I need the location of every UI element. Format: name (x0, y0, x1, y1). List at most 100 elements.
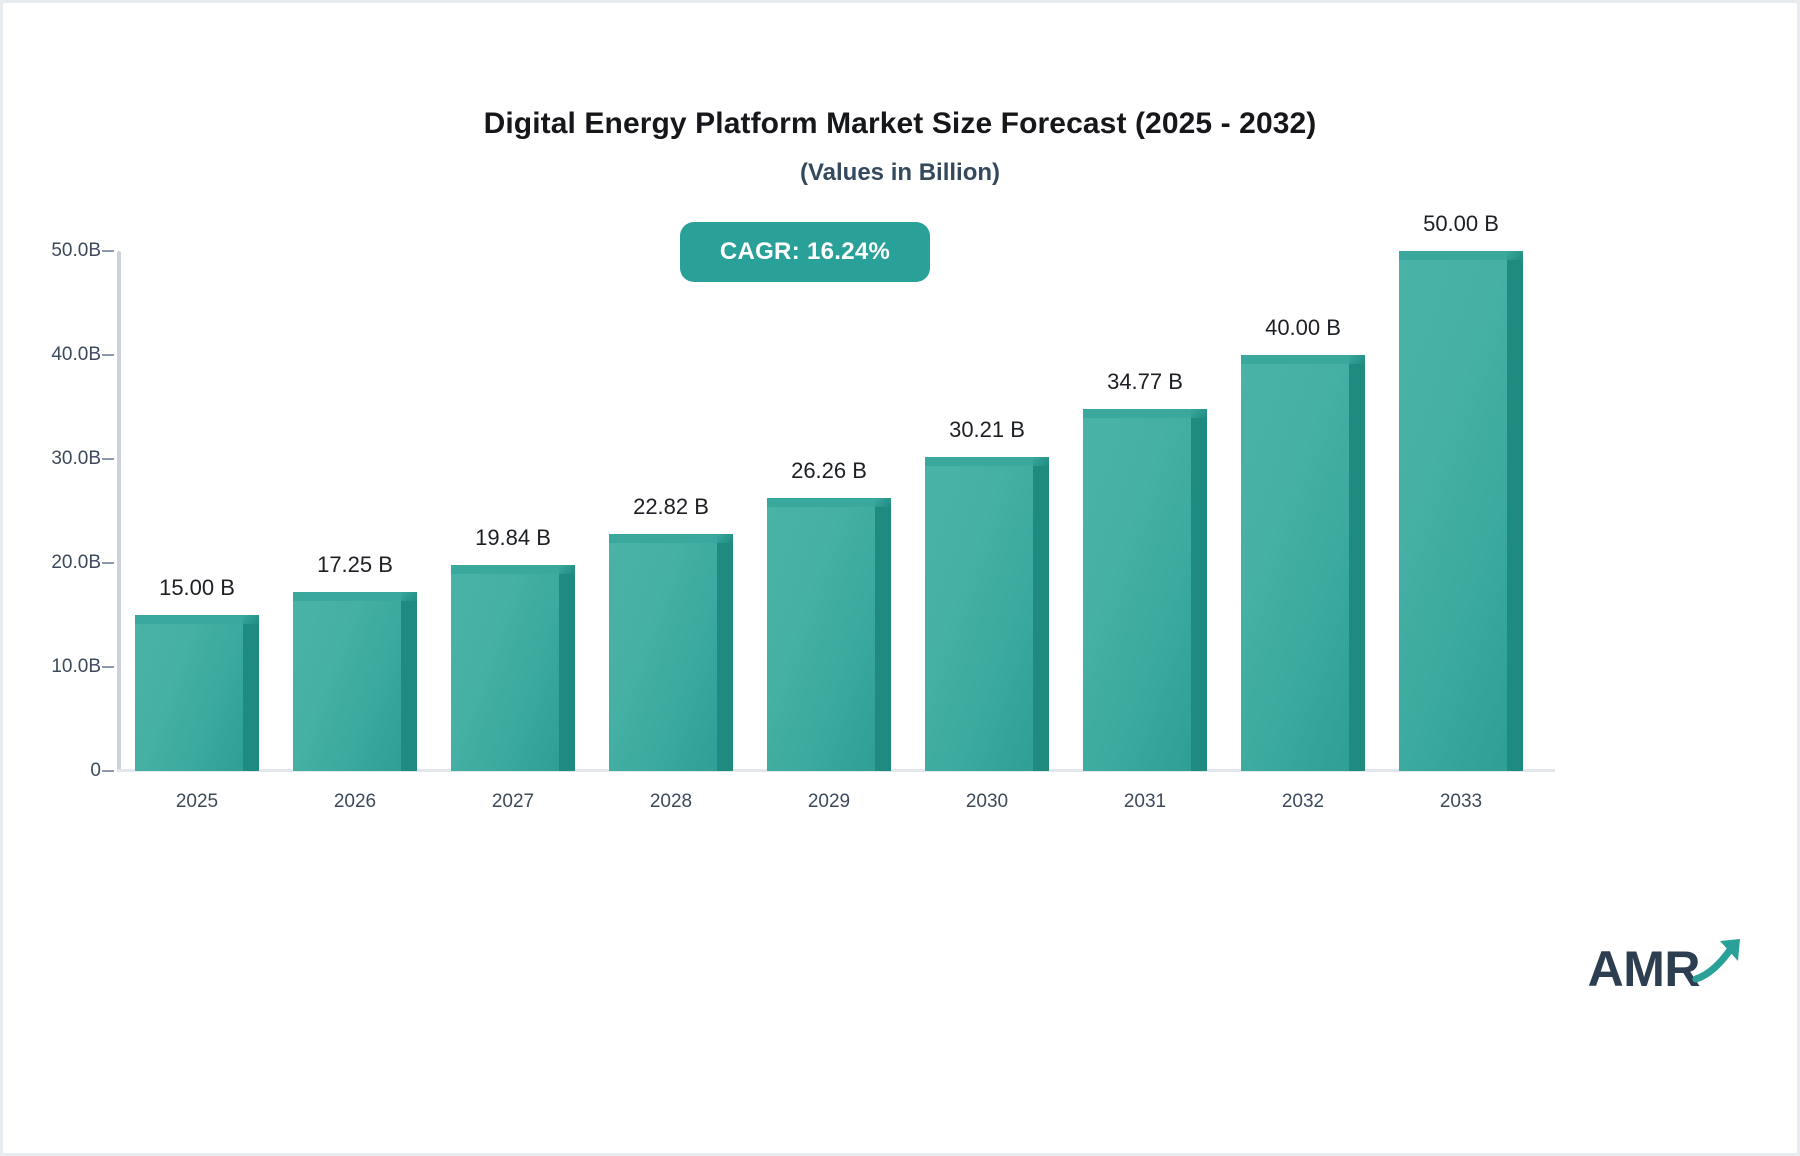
bar-face[interactable] (609, 533, 717, 771)
amr-logo: AMR (1588, 934, 1748, 994)
bar-top-face (767, 497, 875, 507)
bar-top-bevel (717, 533, 733, 543)
bar-value-label: 22.82 B (633, 493, 709, 519)
x-axis-tick-label: 2029 (807, 791, 851, 812)
y-axis-tick: 20.0B (0, 552, 117, 573)
bar-column[interactable]: 17.25 B (293, 532, 417, 771)
bar-top-bevel (401, 591, 417, 601)
y-axis-tick-mark (102, 250, 114, 252)
y-axis-tick: 50.0B (0, 240, 117, 261)
y-axis-line (117, 251, 121, 771)
bar-face[interactable] (451, 564, 559, 771)
x-axis-tick: 2030 (925, 769, 1049, 812)
y-axis-tick-mark (102, 666, 114, 668)
bar-top-face (1399, 251, 1507, 260)
bar-top-bevel (875, 497, 891, 507)
x-axis-tick: 2028 (609, 769, 733, 812)
bar-face[interactable] (135, 615, 243, 771)
bar-face[interactable] (1241, 355, 1349, 771)
bar-column[interactable]: 15.00 B (135, 555, 259, 771)
card-border-bottom (0, 1153, 1800, 1156)
bar-face[interactable] (1083, 409, 1191, 771)
bar-value-label: 17.25 B (317, 551, 393, 577)
x-axis-tick: 2026 (293, 769, 417, 812)
y-axis-tick-label: 0 (90, 760, 101, 781)
y-axis-tick-mark (102, 458, 114, 460)
x-axis-tick: 2032 (1241, 769, 1365, 812)
y-axis-tick-mark (102, 354, 114, 356)
bar-face[interactable] (1399, 251, 1507, 771)
bar-side-panel (1507, 260, 1523, 771)
bar-side-panel (717, 542, 733, 771)
x-axis-tick: 2031 (1083, 769, 1207, 812)
card-border-top (0, 0, 1800, 3)
x-axis-tick-label: 2026 (333, 791, 377, 812)
x-axis-tick-label: 2032 (1281, 791, 1325, 812)
bar-top-face (609, 533, 717, 543)
bar-top-bevel (559, 564, 575, 574)
bar-top-face (1083, 409, 1191, 419)
y-axis-tick-mark (102, 770, 114, 772)
bar-face[interactable] (293, 591, 401, 771)
card-border-left (0, 0, 3, 1156)
bar-column[interactable]: 22.82 B (609, 474, 733, 771)
x-axis-tick: 2025 (135, 769, 259, 812)
bar-value-label: 50.00 B (1423, 211, 1499, 236)
bar-column[interactable]: 50.00 B (1399, 191, 1523, 771)
bar-side-panel (401, 600, 417, 771)
bar-top-face (451, 564, 559, 574)
bar-side-panel (559, 573, 575, 771)
bar-value-label: 15.00 B (159, 575, 235, 600)
bar-column[interactable]: 30.21 B (925, 397, 1049, 771)
bar-column[interactable]: 19.84 B (451, 505, 575, 771)
x-axis-tick-label: 2033 (1439, 791, 1483, 812)
chart-subtitle: (Values in Billion) (799, 159, 1001, 186)
bar-column[interactable]: 34.77 B (1083, 349, 1207, 771)
bar-column[interactable]: 26.26 B (767, 438, 891, 771)
bar-column[interactable]: 40.00 B (1241, 295, 1365, 771)
bar-value-label: 26.26 B (791, 457, 867, 483)
bar-top-bevel (1191, 409, 1207, 419)
card-border-right (1797, 0, 1800, 1156)
amr-logo-text: AMR (1587, 941, 1701, 997)
y-axis-tick: 30.0B (0, 448, 117, 469)
x-axis-tick: 2027 (451, 769, 575, 812)
y-axis-tick: 10.0B (0, 656, 117, 677)
x-axis-tick-label: 2025 (175, 791, 219, 812)
bar-side-panel (243, 624, 259, 771)
y-axis-tick-label: 50.0B (51, 240, 101, 261)
y-axis-tick: 40.0B (0, 344, 117, 365)
bar-value-label: 34.77 B (1107, 369, 1183, 395)
bar-side-panel (1033, 465, 1049, 771)
y-axis-tick-label: 10.0B (51, 656, 101, 677)
x-axis-tick: 2033 (1399, 769, 1523, 812)
bar-face[interactable] (767, 497, 875, 771)
y-axis-tick-label: 40.0B (51, 344, 101, 365)
bar-top-bevel (1349, 355, 1365, 364)
bar-top-face (1241, 355, 1349, 364)
bar-side-panel (1191, 418, 1207, 771)
y-axis-tick-label: 20.0B (51, 552, 101, 573)
chart-title: Digital Energy Platform Market Size Fore… (483, 107, 1317, 140)
bar-side-panel (875, 506, 891, 771)
bar-top-bevel (1507, 251, 1523, 260)
bar-value-label: 30.21 B (949, 416, 1025, 442)
bar-top-face (925, 456, 1033, 466)
x-axis-tick-label: 2028 (649, 791, 693, 812)
title-block: Digital Energy Platform Market Size Fore… (0, 106, 1800, 188)
bar-value-label: 19.84 B (475, 524, 551, 550)
y-axis-tick-mark (102, 562, 114, 564)
bar-top-face (135, 615, 243, 624)
bar-side-panel (1349, 364, 1365, 771)
x-axis-tick-label: 2027 (491, 791, 535, 812)
x-axis-tick-label: 2030 (965, 791, 1009, 812)
bar-value-label: 40.00 B (1265, 315, 1341, 340)
bar-face[interactable] (925, 456, 1033, 771)
x-axis-tick: 2029 (767, 769, 891, 812)
bar-top-bevel (243, 615, 259, 624)
trend-up-arrow-icon (1692, 935, 1748, 988)
x-axis-tick-label: 2031 (1123, 791, 1167, 812)
bar-top-bevel (1033, 456, 1049, 466)
